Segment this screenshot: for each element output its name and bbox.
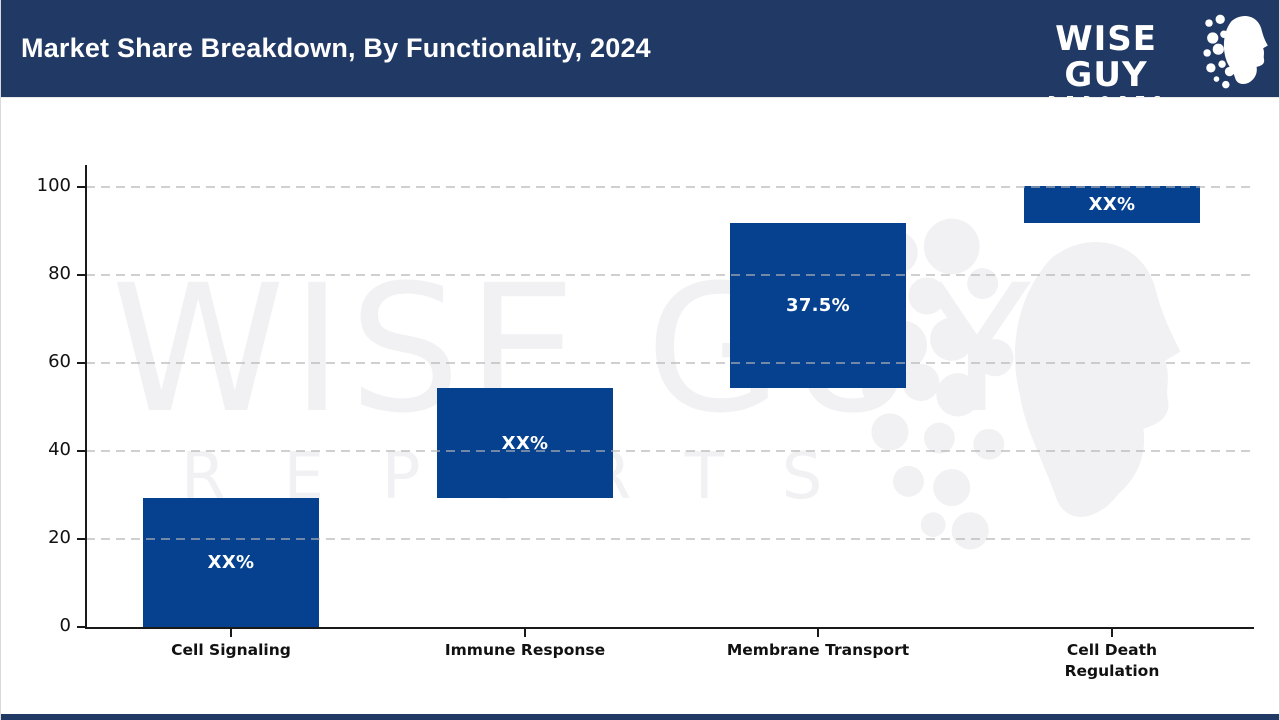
- x-tick-3: [1111, 629, 1113, 637]
- x-axis-line: [85, 627, 1254, 629]
- bar-Immune Response: XX%: [437, 388, 613, 499]
- x-category-label-3: Cell Death Regulation: [1064, 641, 1160, 680]
- y-tick-20: [77, 538, 85, 540]
- y-axis-line: [85, 165, 87, 629]
- x-category-label-0: Cell Signaling: [171, 641, 291, 659]
- y-tick-40: [77, 450, 85, 452]
- y-tick-label-40: 40: [48, 439, 71, 460]
- brand-logo: WISE GUY REPORTS: [1009, 6, 1271, 110]
- y-tick-100: [77, 186, 85, 188]
- bar-value-label: XX%: [1088, 194, 1136, 216]
- x-category-label-1: Immune Response: [444, 641, 606, 659]
- x-category-label-2: Membrane Transport: [726, 641, 910, 659]
- x-tick-2: [817, 629, 819, 637]
- bar-Cell Death Regulation: XX%: [1024, 186, 1200, 224]
- gridline-60: [86, 362, 1254, 364]
- bar-value-label: XX%: [207, 552, 255, 574]
- logo-face-icon: [1203, 14, 1268, 89]
- y-tick-label-100: 100: [36, 175, 71, 196]
- gridline-40: [86, 450, 1254, 452]
- gridline-80: [86, 274, 1254, 276]
- bar-Cell Signaling: XX%: [143, 498, 319, 627]
- logo-subtext: REPORTS: [1047, 95, 1171, 111]
- y-tick-label-0: 0: [59, 615, 71, 636]
- logo-text: WISE GUY REPORTS: [1009, 19, 1203, 111]
- footer-strip: [1, 714, 1279, 720]
- bar-Membrane Transport: 37.5%: [730, 223, 906, 389]
- y-tick-0: [77, 626, 85, 628]
- gridline-100: [86, 186, 1254, 188]
- bar-value-label: 37.5%: [786, 295, 850, 317]
- page-title: Market Share Breakdown, By Functionality…: [21, 33, 651, 63]
- x-tick-1: [524, 629, 526, 637]
- y-tick-label-80: 80: [48, 263, 71, 284]
- x-tick-0: [230, 629, 232, 637]
- gridline-20: [86, 538, 1254, 540]
- y-tick-60: [77, 362, 85, 364]
- y-tick-label-20: 20: [48, 527, 71, 548]
- chart-canvas: [1, 97, 1279, 714]
- logo-wordmark: WISE GUY: [1055, 19, 1157, 95]
- header-bar: Market Share Breakdown, By Functionality…: [1, 0, 1279, 110]
- bar-value-label: XX%: [501, 432, 549, 454]
- y-tick-label-60: 60: [48, 351, 71, 372]
- y-tick-80: [77, 274, 85, 276]
